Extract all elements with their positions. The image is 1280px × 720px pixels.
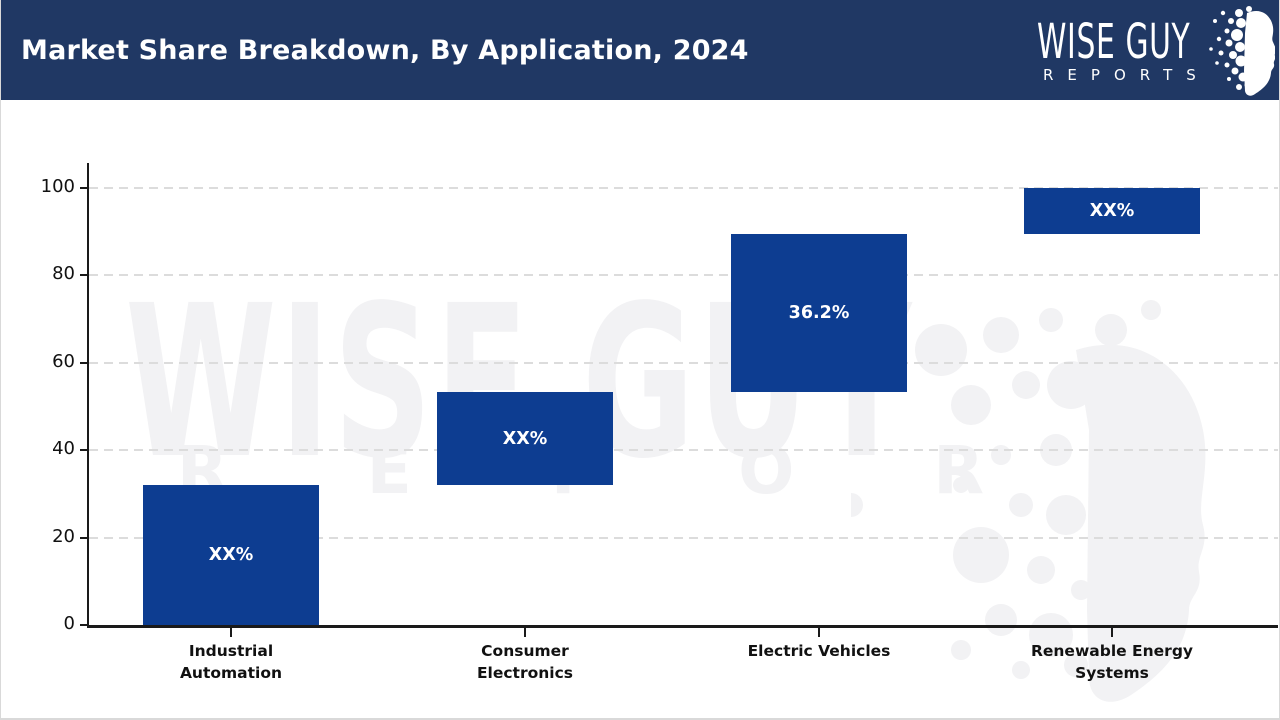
bar-value-label: XX% — [502, 428, 548, 449]
wiseguy-face-icon — [1209, 6, 1275, 96]
bar-value-label: XX% — [1089, 200, 1135, 221]
gridline-100 — [89, 186, 1278, 189]
y-tick-40 — [80, 449, 89, 451]
x-tick-label-line: Consumer — [481, 642, 569, 660]
y-tick-60 — [80, 361, 89, 364]
x-tick-0 — [230, 628, 232, 637]
y-tick-label-20: 20 — [52, 525, 75, 547]
logo-subtitle: REPORTS — [1043, 66, 1210, 84]
y-tick-label-100: 100 — [40, 175, 75, 197]
y-tick-label-60: 60 — [52, 350, 75, 372]
wiseguy-logo: WISE GUY REPORTS — [1035, 2, 1275, 97]
x-tick-label-1: Consumer Electronics — [410, 641, 640, 684]
x-tick-2 — [818, 628, 820, 637]
logo-subtitle-text: REPORTS — [1043, 66, 1210, 84]
x-tick-label-line: Renewable Energy — [1030, 642, 1194, 660]
gridline-20 — [89, 536, 1278, 539]
x-tick-label-0: Industrial Automation — [116, 641, 346, 684]
bar-industrial-automation: XX% — [143, 485, 319, 625]
x-axis-spine — [87, 625, 1278, 628]
header-band: Market Share Breakdown, By Application, … — [1, 0, 1279, 100]
x-tick-label-line: Systems — [1075, 663, 1149, 682]
bar-value-label: XX% — [208, 545, 254, 565]
x-tick-1 — [524, 628, 526, 637]
logo-wordmark: WISE GUY — [1037, 14, 1191, 70]
x-tick-label-line: Industrial — [188, 642, 274, 660]
x-tick-label-2: Electric Vehicles — [704, 641, 934, 663]
y-tick-label-80: 80 — [52, 263, 75, 284]
x-tick-3 — [1111, 628, 1113, 637]
gridline-80 — [89, 274, 1278, 276]
x-tick-label-line: Electronics — [476, 663, 574, 682]
x-tick-label-3: Renewable Energy Systems — [997, 641, 1227, 684]
y-tick-20 — [80, 536, 89, 539]
y-tick-100 — [80, 186, 89, 189]
gridline-40 — [89, 449, 1278, 451]
chart-area: WISE GUY R E P O R T S 020406080100XX%In… — [1, 100, 1279, 718]
y-tick-label-0: 0 — [63, 613, 75, 634]
gridline-60 — [89, 361, 1278, 364]
y-tick-label-40: 40 — [52, 438, 75, 459]
y-axis-spine — [87, 163, 89, 628]
watermark-face-icon — [851, 300, 1206, 702]
bar-renewable-energy-systems: XX% — [1024, 187, 1200, 234]
x-tick-label-line: Electric Vehicles — [747, 642, 891, 660]
x-tick-label-line: Automation — [179, 663, 283, 682]
y-tick-80 — [80, 274, 89, 276]
bar-consumer-electronics: XX% — [437, 392, 613, 485]
watermark-subtitle: R E P O R T S — [177, 432, 1279, 509]
y-tick-0 — [80, 624, 89, 626]
page-title: Market Share Breakdown, By Application, … — [21, 34, 749, 66]
bar-value-label: 36.2% — [788, 303, 850, 324]
bar-electric-vehicles: 36.2% — [731, 233, 907, 393]
